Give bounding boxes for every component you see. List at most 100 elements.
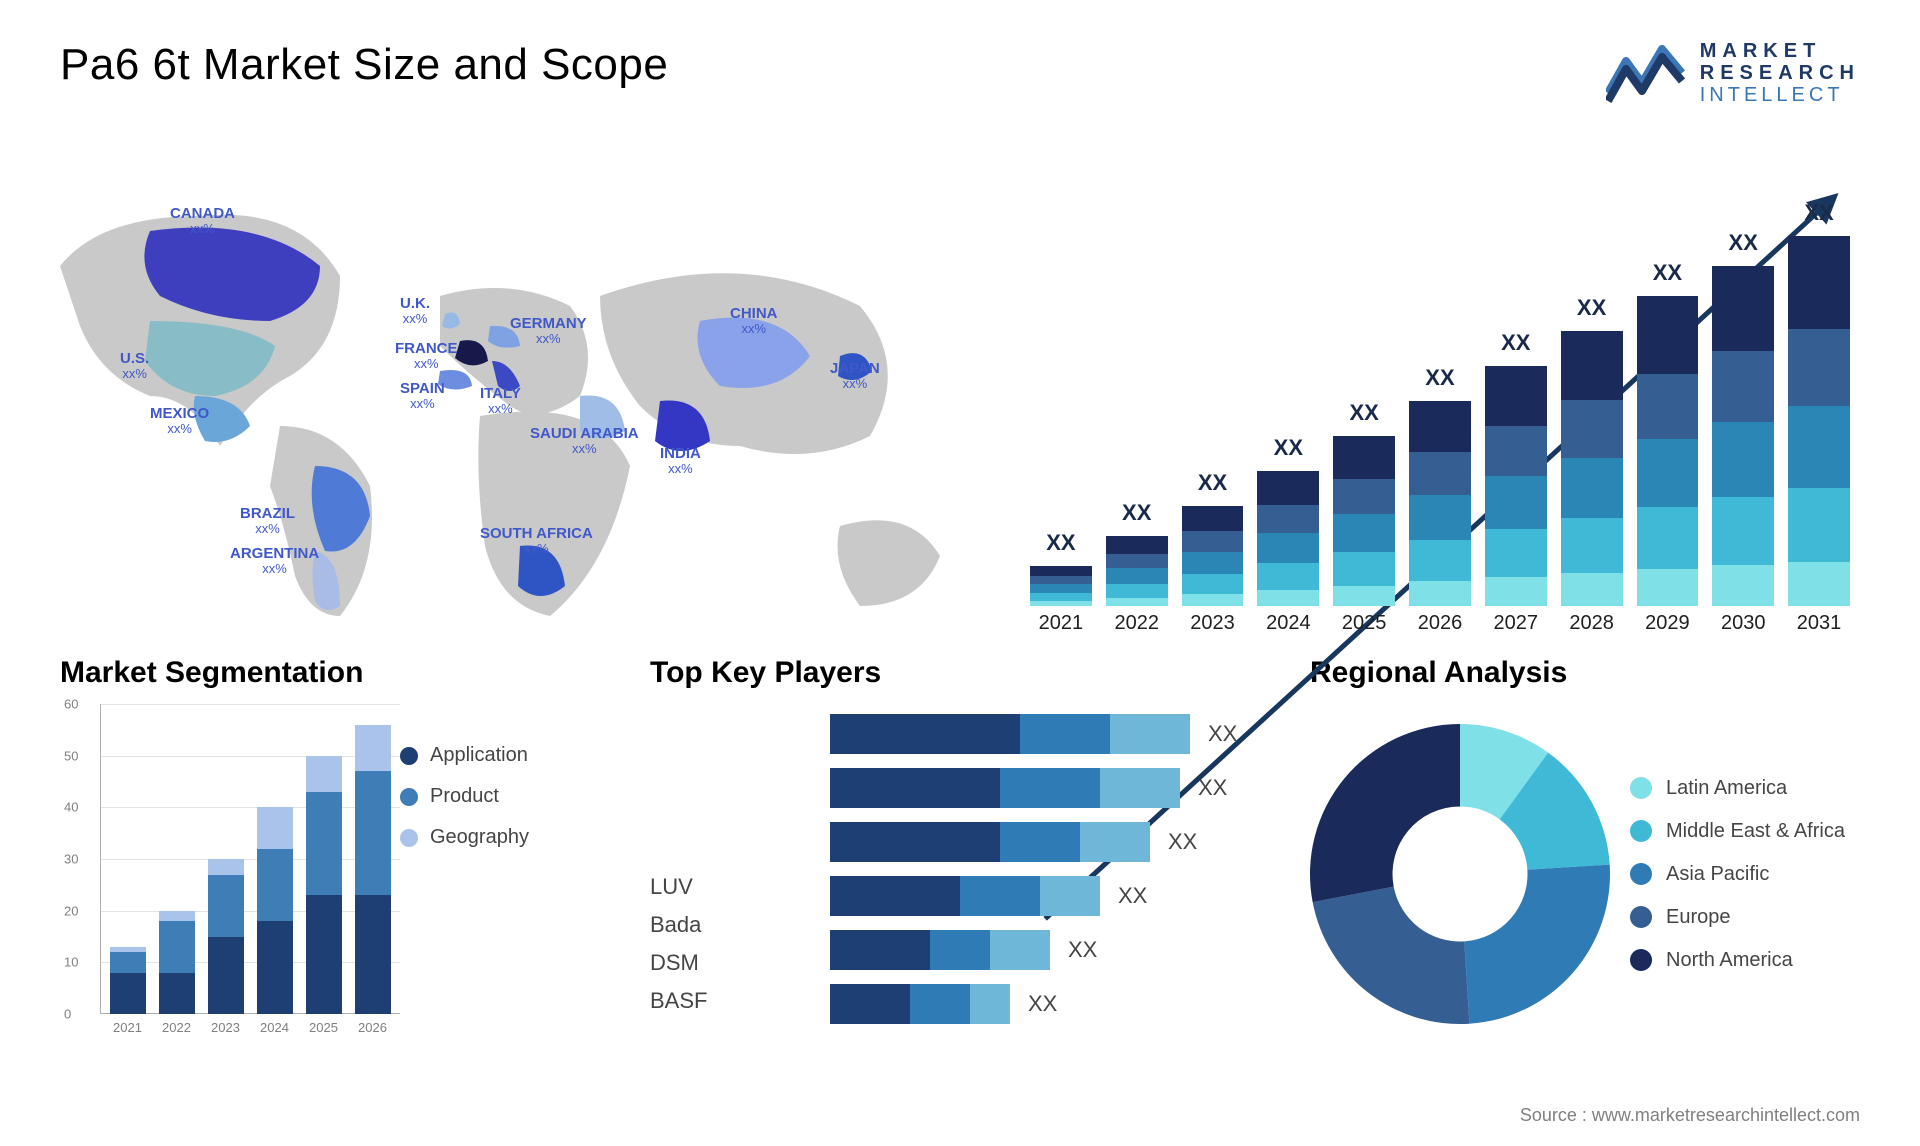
logo-text-3: INTELLECT [1700,84,1860,106]
seg-bar [208,859,244,1014]
seg-ytick: 40 [64,800,78,815]
map-label-argentina: ARGENTINAxx% [230,546,319,576]
world-map-panel: CANADAxx% U.S.xx%MEXICOxx% BRAZILxx% ARGENT… [60,126,980,646]
growth-bar-value: XX [1712,230,1774,256]
source-text: Source : www.marketresearchintellect.com [1520,1105,1860,1126]
donut-slice [1310,724,1460,902]
growth-xtick: 2029 [1637,606,1699,646]
map-label-japan: JAPANxx% [830,361,880,391]
growth-bar: XX [1257,471,1319,606]
growth-bar: XX [1485,366,1547,606]
player-bar-row: XX [830,822,1290,862]
seg-bar [159,911,195,1014]
player-label: LUV [650,874,830,900]
brand-logo: MARKET RESEARCH INTELLECT [1606,40,1860,106]
growth-bar: XX [1637,296,1699,606]
map-label-canada: CANADAxx% [170,206,235,236]
seg-bar [355,725,391,1014]
seg-bar [306,756,342,1014]
seg-ytick: 10 [64,955,78,970]
growth-bar: XX [1409,401,1471,606]
map-label-france: FRANCExx% [395,341,458,371]
logo-text-1: MARKET [1700,40,1860,62]
donut-slice [1313,887,1470,1024]
growth-bar: XX [1788,236,1850,606]
growth-bar: XX [1106,536,1168,606]
growth-bar-value: XX [1182,470,1244,496]
map-label-mexico: MEXICOxx% [150,406,209,436]
key-players-panel: Top Key Players LUVBadaDSMBASF XXXXXXXXX… [650,656,1290,1086]
player-bar-value: XX [1118,883,1147,909]
growth-bar-value: XX [1561,295,1623,321]
growth-xtick: 2031 [1788,606,1850,646]
seg-legend-item: Product [400,785,630,808]
segmentation-title: Market Segmentation [60,656,630,690]
player-bar-value: XX [1198,775,1227,801]
key-players-y-labels: LUVBadaDSMBASF [650,704,830,1044]
player-bar-row: XX [830,876,1290,916]
regional-panel: Regional Analysis Latin America Middle Ea… [1310,656,1860,1086]
growth-xtick: 2026 [1409,606,1471,646]
growth-bar: XX [1333,436,1395,606]
growth-bar-value: XX [1106,500,1168,526]
region-legend-item: North America [1630,949,1860,972]
player-bar-row: XX [830,930,1290,970]
map-label-uk: U.K.xx% [400,296,430,326]
seg-ytick: 30 [64,852,78,867]
seg-xtick: 2021 [110,1014,146,1044]
seg-xtick: 2023 [208,1014,244,1044]
seg-bar [110,947,146,1014]
map-label-china: CHINAxx% [730,306,778,336]
player-bar-value: XX [1028,991,1057,1017]
seg-legend-item: Application [400,744,630,767]
seg-ytick: 50 [64,748,78,763]
player-label: DSM [650,950,830,976]
growth-bar-value: XX [1257,435,1319,461]
logo-mark-icon [1606,41,1686,105]
regional-donut-chart [1310,724,1610,1024]
player-label: Bada [650,912,830,938]
player-bar-row: XX [830,768,1290,808]
player-bar-value: XX [1208,721,1237,747]
region-legend-item: Latin America [1630,777,1860,800]
map-label-safrica: SOUTH AFRICAxx% [480,526,593,556]
seg-xtick: 2024 [257,1014,293,1044]
key-players-chart: XX XX XX XX XX XX [830,704,1290,1044]
growth-xtick: 2021 [1030,606,1092,646]
region-legend-item: Europe [1630,906,1860,929]
seg-ytick: 0 [64,1007,71,1022]
regional-legend: Latin America Middle East & Africa Asia Pa… [1610,777,1860,972]
map-label-germany: GERMANYxx% [510,316,587,346]
growth-xtick: 2023 [1182,606,1244,646]
growth-xtick: 2022 [1106,606,1168,646]
map-label-india: INDIAxx% [660,446,701,476]
growth-bar: XX [1712,266,1774,606]
regional-title: Regional Analysis [1310,656,1860,690]
player-bar-row: XX [830,984,1290,1024]
map-label-saudi: SAUDI ARABIAxx% [530,426,639,456]
map-label-brazil: BRAZILxx% [240,506,295,536]
map-label-usa: U.S.xx% [120,351,149,381]
page-title: Pa6 6t Market Size and Scope [60,40,668,90]
growth-xtick: 2025 [1333,606,1395,646]
key-players-title: Top Key Players [650,656,1290,690]
region-legend-item: Asia Pacific [1630,863,1860,886]
growth-xtick: 2030 [1712,606,1774,646]
map-label-spain: SPAINxx% [400,381,445,411]
growth-bar-value: XX [1030,530,1092,556]
region-legend-item: Middle East & Africa [1630,820,1860,843]
logo-text-2: RESEARCH [1700,62,1860,84]
growth-xtick: 2027 [1485,606,1547,646]
growth-bar: XX [1030,566,1092,606]
seg-xtick: 2022 [159,1014,195,1044]
seg-xtick: 2025 [306,1014,342,1044]
growth-bar-value: XX [1637,260,1699,286]
growth-xtick: 2024 [1257,606,1319,646]
segmentation-panel: Market Segmentation 0102030405060 202120… [60,656,630,1086]
segmentation-legend: Application Product Geography [400,704,630,1044]
seg-legend-item: Geography [400,826,630,849]
growth-bar-value: XX [1409,365,1471,391]
growth-bar: XX [1561,331,1623,606]
segmentation-chart: 0102030405060 202120222023202420252026 [60,704,400,1044]
growth-bar-value: XX [1788,200,1850,226]
